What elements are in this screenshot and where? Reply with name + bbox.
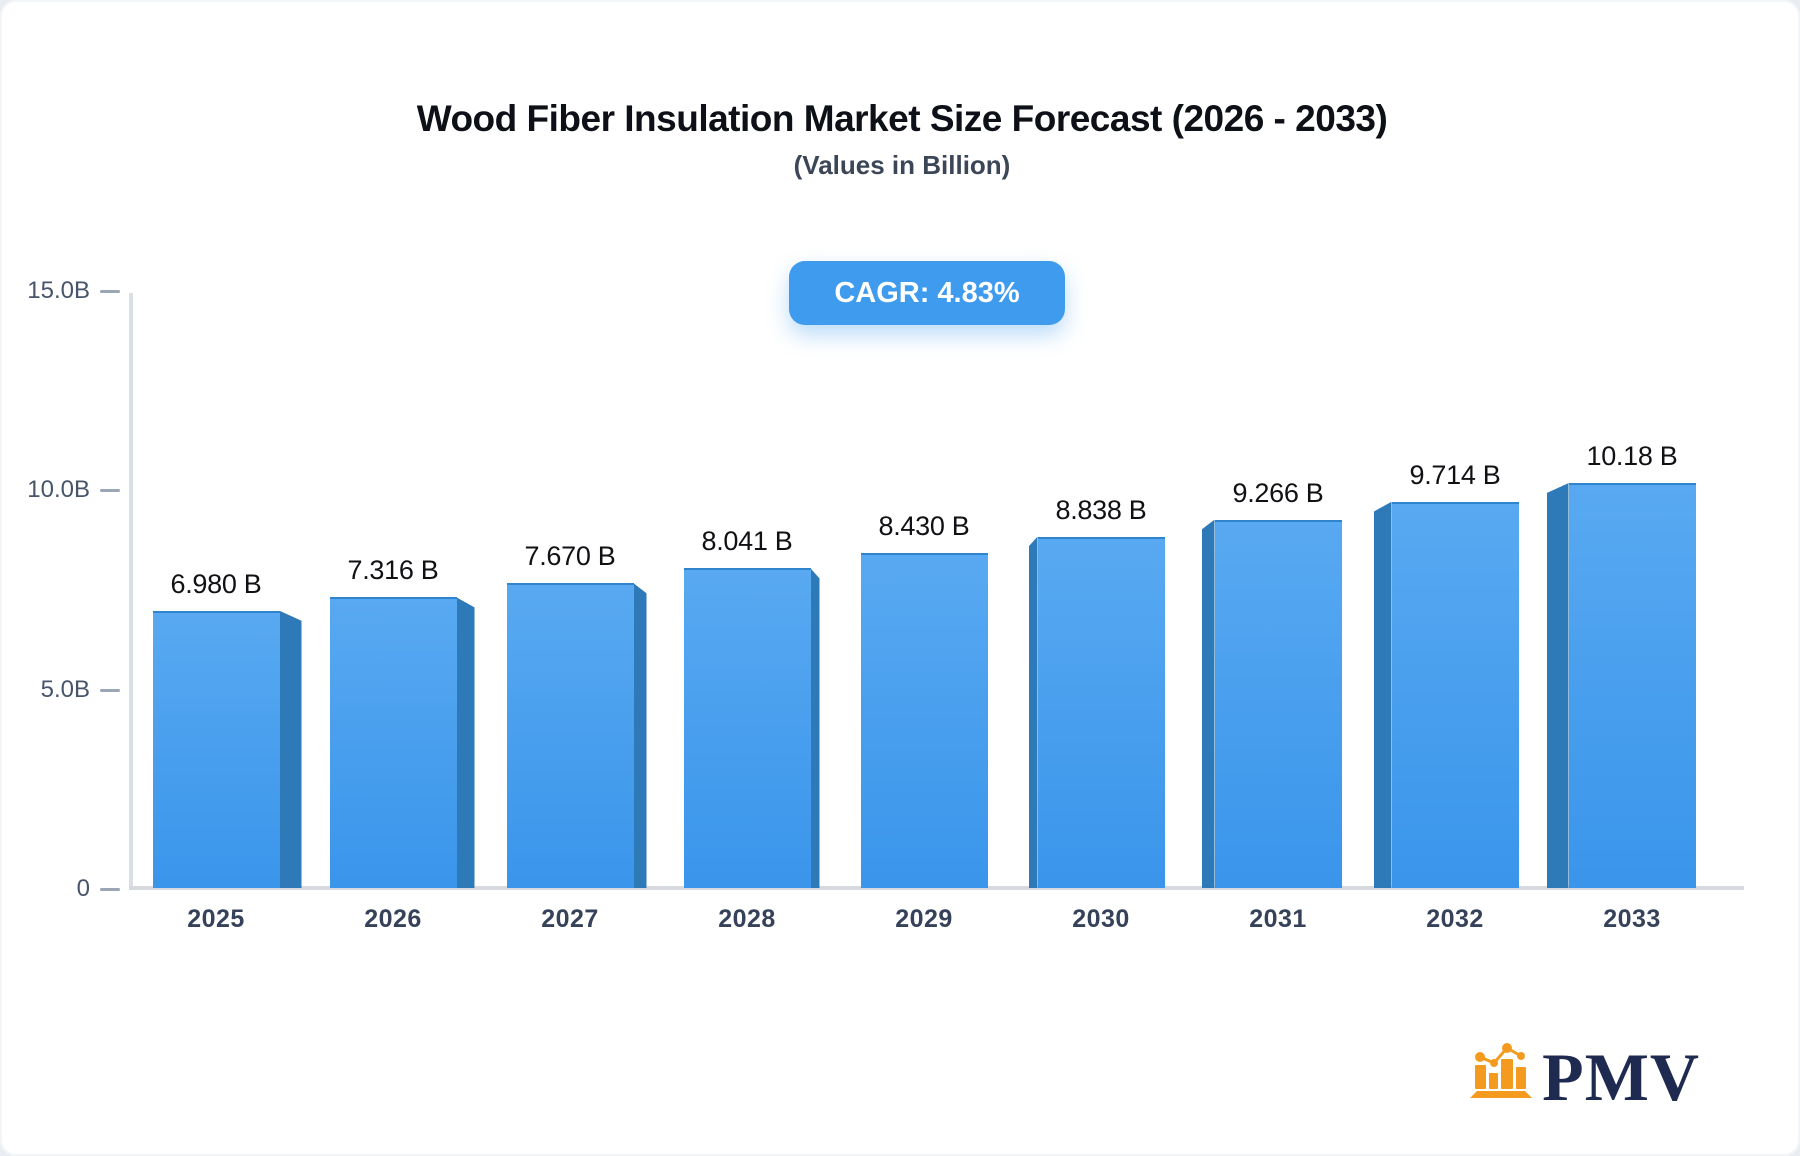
bar-2030 (1037, 536, 1165, 888)
bar-value-label: 6.980 B (170, 568, 262, 599)
bar-value-label: 7.670 B (524, 541, 616, 572)
bar-value-label: 9.266 B (1232, 477, 1324, 508)
x-axis-label: 2029 (895, 905, 953, 933)
bar-side-face (1546, 483, 1569, 888)
x-axis-label: 2028 (718, 905, 776, 933)
bar-2028 (683, 568, 811, 888)
bar-side-face (810, 568, 820, 888)
cagr-badge-label: CAGR: 4.83% (834, 276, 1020, 309)
y-axis-tick-mark (100, 290, 120, 293)
bar-side-face (1201, 519, 1215, 888)
bar-side-face (633, 583, 647, 888)
y-axis-tick-label: 10.0B (27, 476, 90, 504)
logo: PMV (1468, 1039, 1700, 1115)
bar-2025 (152, 610, 280, 888)
bar-side-face (279, 610, 302, 888)
bar-value-label: 8.430 B (878, 510, 970, 541)
x-axis-label: 2027 (541, 905, 599, 933)
x-axis-label: 2031 (1249, 905, 1307, 933)
x-axis-line (129, 886, 1744, 890)
x-axis-label: 2033 (1603, 905, 1661, 933)
x-axis-label: 2032 (1426, 905, 1484, 933)
y-axis-line (129, 293, 133, 887)
bar-2032 (1391, 501, 1519, 888)
y-axis-tick-mark (100, 888, 120, 891)
x-axis-label: 2026 (364, 905, 422, 933)
bar-value-label: 10.18 B (1586, 441, 1678, 472)
page-subtitle: (Values in Billion) (793, 150, 1011, 180)
bar-side-face (456, 597, 475, 888)
bar-value-label: 8.041 B (701, 526, 793, 557)
bar-chart-logo-icon (1468, 1039, 1534, 1106)
y-axis-tick-mark (100, 688, 120, 692)
bar-value-label: 8.838 B (1055, 494, 1147, 525)
bar-2029 (860, 552, 988, 888)
bar-side-face (1373, 501, 1392, 888)
bar-value-label: 7.316 B (347, 555, 439, 586)
y-axis-tick-mark (100, 489, 120, 493)
logo-text: PMV (1542, 1039, 1700, 1115)
bar-2026 (329, 597, 457, 888)
bar-2027 (506, 583, 634, 888)
y-axis-tick-label: 15.0B (27, 277, 90, 304)
x-axis-label: 2025 (187, 905, 245, 933)
bar-2033 (1568, 483, 1696, 888)
cagr-badge: CAGR: 4.83% (789, 261, 1065, 325)
y-axis-tick-label: 0 (76, 875, 90, 902)
bar-2031 (1214, 519, 1342, 888)
bar-value-label: 9.714 B (1409, 459, 1501, 490)
page-title: Wood Fiber Insulation Market Size Foreca… (416, 98, 1388, 139)
bar-side-face (1028, 536, 1038, 888)
x-axis-label: 2030 (1072, 905, 1130, 933)
y-axis-tick-label: 5.0B (40, 675, 90, 703)
